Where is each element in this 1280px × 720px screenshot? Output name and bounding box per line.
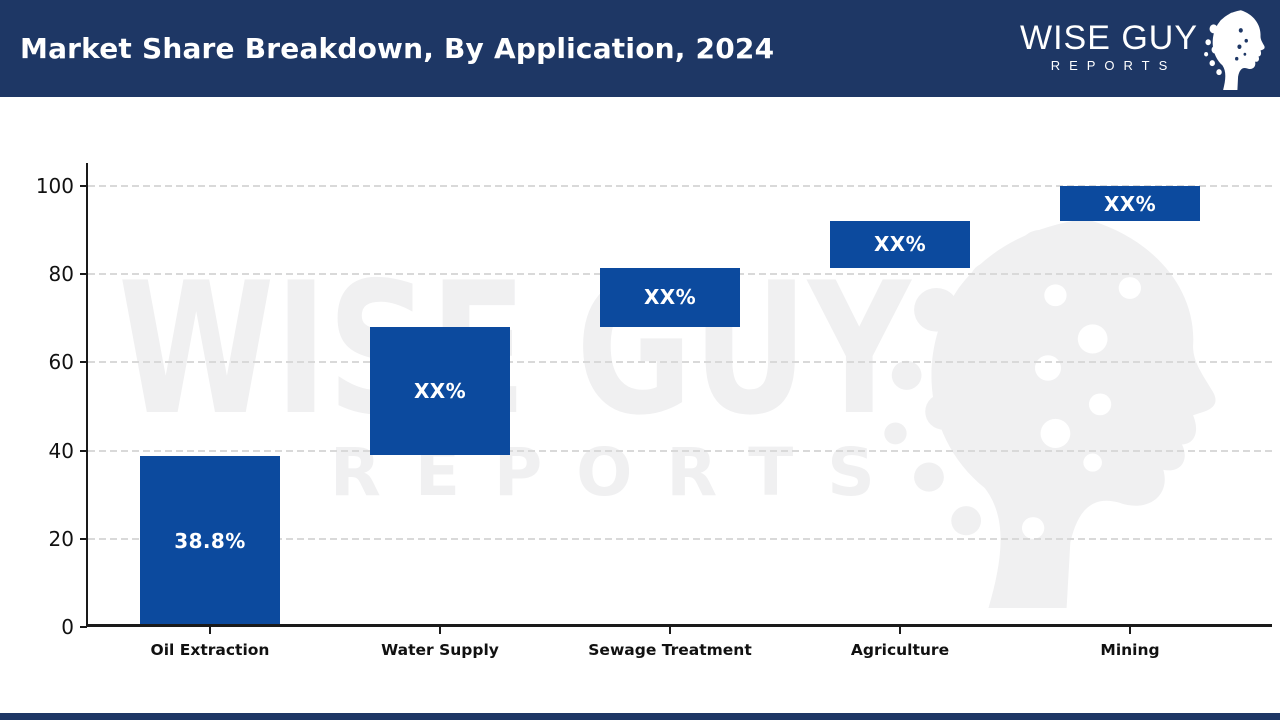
watermark-head-icon — [884, 218, 1216, 608]
bar-value-label: XX% — [873, 232, 927, 257]
x-axis-line — [86, 624, 1272, 627]
x-category-label: Sewage Treatment — [588, 641, 752, 659]
x-category-label: Mining — [1100, 641, 1160, 659]
y-tick-80 — [80, 273, 87, 276]
bar-oil-extraction: 38.8% — [140, 455, 280, 627]
bar-value-label: XX% — [413, 379, 467, 404]
bar-sewage-treatment: XX% — [600, 267, 740, 328]
bar-value-label: 38.8% — [174, 529, 246, 554]
x-category-label: Agriculture — [850, 641, 950, 659]
y-tick-label: 60 — [48, 350, 74, 375]
x-tick — [899, 627, 901, 634]
bar-value-label: XX% — [1103, 191, 1157, 216]
watermark-text-primary: WISE GUY — [118, 243, 911, 455]
y-tick-20 — [80, 537, 87, 540]
gridline-60 — [88, 361, 1272, 364]
y-tick-label: 0 — [61, 615, 74, 639]
y-tick-60 — [80, 361, 87, 364]
bar-mining: XX% — [1060, 186, 1200, 222]
y-tick-40 — [80, 449, 87, 452]
brand-name: WISE GUY — [1019, 19, 1199, 57]
y-tick-label: 100 — [35, 174, 74, 198]
gridline-20 — [88, 537, 1272, 540]
brand-logo: WISE GUY REPORTS — [1015, 6, 1270, 92]
y-tick-100 — [80, 185, 87, 187]
y-tick-label: 40 — [48, 438, 74, 463]
bar-water-supply: XX% — [370, 327, 510, 455]
gridline-100 — [88, 185, 1272, 187]
y-tick-label: 20 — [48, 526, 74, 551]
gridline-40 — [88, 449, 1272, 452]
y-tick-label: 80 — [48, 262, 74, 287]
brand-head-icon — [1204, 10, 1265, 90]
y-tick-0 — [80, 626, 87, 628]
footer-bar — [0, 713, 1280, 720]
brand-logo-text: WISE GUY REPORTS — [1015, 21, 1203, 72]
x-category-label: Water Supply — [381, 641, 499, 659]
x-tick — [209, 627, 211, 634]
x-category-label: Oil Extraction — [150, 641, 270, 659]
bar-value-label: XX% — [643, 285, 697, 310]
x-tick — [1129, 627, 1131, 634]
page-title: Market Share Breakdown, By Application, … — [20, 32, 775, 65]
header-bar: Market Share Breakdown, By Application, … — [0, 0, 1280, 97]
bar-agriculture: XX% — [830, 221, 970, 268]
x-tick — [439, 627, 441, 634]
brand-subname: REPORTS — [1050, 58, 1177, 73]
x-tick — [669, 627, 671, 634]
y-axis-line — [86, 163, 88, 627]
